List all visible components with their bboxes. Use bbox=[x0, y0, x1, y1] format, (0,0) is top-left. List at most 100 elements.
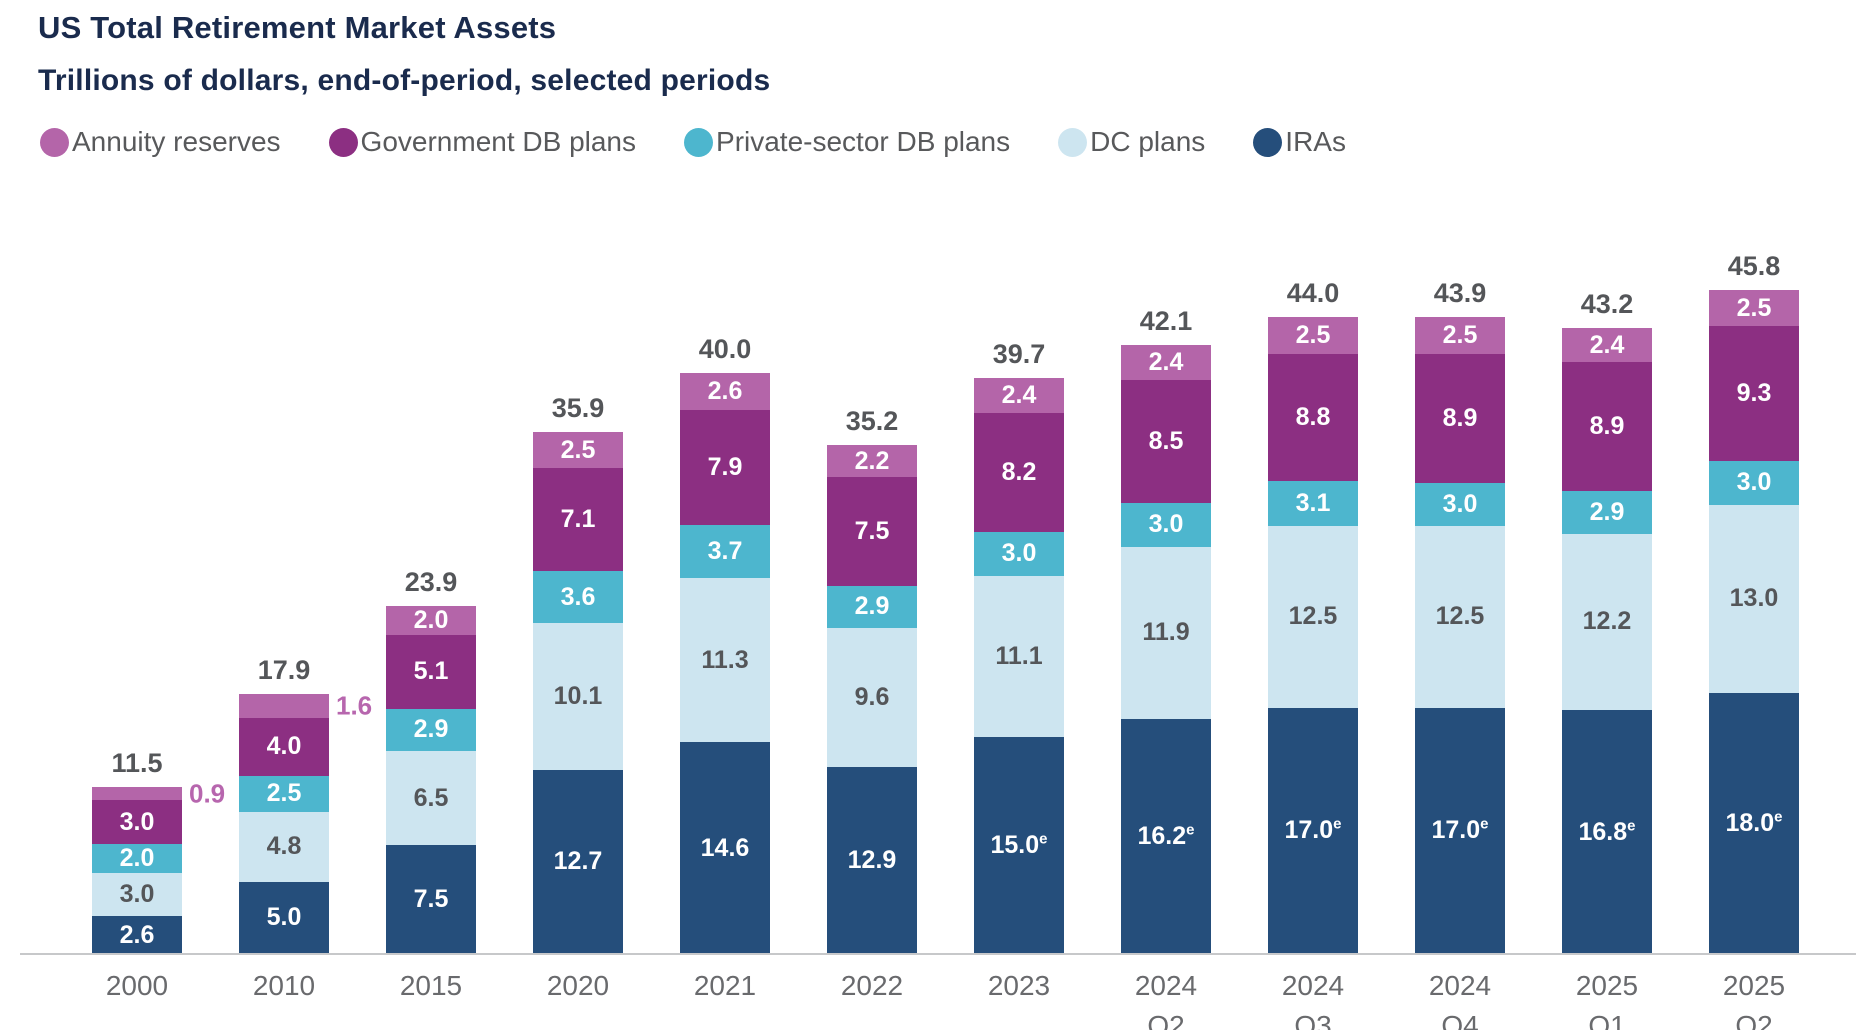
x-axis-label: 2015 bbox=[386, 966, 476, 1030]
x-axis-label-year: 2022 bbox=[840, 970, 904, 1001]
segment-value-label: 2.0 bbox=[119, 843, 155, 872]
x-axis-label: 2022 bbox=[827, 966, 917, 1030]
segment-value-label: 2.4 bbox=[1001, 381, 1037, 410]
segment-value-label: 14.6 bbox=[700, 833, 750, 862]
segment-value-label: 2.5 bbox=[266, 779, 302, 808]
segment-value-label: 16.2e bbox=[1137, 821, 1195, 851]
legend-item-private-sector-db-plans: Private-sector DB plans bbox=[684, 126, 1010, 158]
bar-segment-dc: 12.5 bbox=[1268, 526, 1358, 708]
bar-segment-private-db: 3.0 bbox=[974, 532, 1064, 576]
bar-column-2010: 17.9 1.6 4.0 2.5 4.8 5.0 bbox=[239, 655, 372, 954]
bar-segment-private-db: 3.0 bbox=[1709, 461, 1799, 505]
bar-segment-private-db: 3.1 bbox=[1268, 481, 1358, 527]
x-axis-label: 2020 bbox=[533, 966, 623, 1030]
x-axis-label-year: 2025 bbox=[1575, 970, 1639, 1001]
bar-total-label: 44.0 bbox=[1286, 278, 1340, 309]
bar-column-2021: 40.0 2.6 7.9 3.7 11.3 14.6 bbox=[680, 334, 770, 954]
segment-value-label-outside: 0.9 bbox=[189, 778, 226, 809]
bar-stack: 1.6 4.0 2.5 4.8 5.0 bbox=[239, 691, 372, 954]
segment-value-label: 12.5 bbox=[1288, 602, 1338, 631]
bar-segment-annuity: 1.6 bbox=[239, 691, 372, 721]
segment-value-label: 8.9 bbox=[1589, 412, 1625, 441]
bar-segment-private-db: 3.0 bbox=[1121, 503, 1211, 547]
bar-total-label: 23.9 bbox=[404, 567, 458, 598]
x-axis-label-quarter: Q3 bbox=[1294, 1010, 1332, 1030]
legend-dot-icon bbox=[1253, 127, 1283, 157]
segment-value-label: 3.0 bbox=[119, 880, 155, 909]
segment-value-label: 8.5 bbox=[1148, 426, 1184, 455]
segment-value-label: 2.5 bbox=[560, 435, 596, 464]
bar-column-2000: 11.5 0.9 3.0 2.0 3.0 2.6 bbox=[92, 748, 225, 954]
segment-value-label: 3.7 bbox=[707, 537, 743, 566]
segment-value-label: 3.0 bbox=[1442, 490, 1478, 518]
bar-stack: 2.4 8.2 3.0 11.1 15.0e bbox=[974, 378, 1064, 954]
bar-segment-dc: 12.5 bbox=[1415, 526, 1505, 708]
bar-column-2024-q2: 42.1 2.4 8.5 3.0 11.9 16.2e bbox=[1121, 306, 1211, 954]
bar-segment-iras: 16.8e bbox=[1562, 710, 1652, 954]
legend-dot-icon bbox=[684, 127, 714, 157]
bar-segment-private-db: 3.7 bbox=[680, 524, 770, 579]
x-axis-label: 2024 Q4 bbox=[1415, 966, 1505, 1030]
x-axis-label: 2021 bbox=[680, 966, 770, 1030]
x-axis-label-year: 2024 bbox=[1281, 970, 1345, 1001]
segment-value-label: 7.5 bbox=[413, 885, 449, 914]
segment-value-label: 10.1 bbox=[553, 682, 603, 711]
bar-segment-annuity: 2.5 bbox=[1415, 317, 1505, 354]
bar-segment-private-db: 2.9 bbox=[1562, 491, 1652, 534]
bar-stack: 0.9 3.0 2.0 3.0 2.6 bbox=[92, 778, 225, 954]
x-axis-label-year: 2021 bbox=[693, 970, 757, 1001]
segment-value-label: 3.0 bbox=[1001, 539, 1037, 568]
segment-value-label: 2.5 bbox=[1295, 321, 1331, 350]
legend-item-label: Annuity reserves bbox=[72, 126, 281, 157]
legend-dot-icon bbox=[1058, 127, 1088, 157]
bar-segment-private-db: 2.5 bbox=[239, 775, 329, 812]
segment-value-label: 8.2 bbox=[1001, 458, 1037, 487]
x-axis-label: 2010 bbox=[239, 966, 329, 1030]
bar-segment-gov-db: 8.9 bbox=[1562, 362, 1652, 492]
segment-value-label: 2.2 bbox=[854, 446, 890, 475]
bar-segment-gov-db: 9.3 bbox=[1709, 326, 1799, 461]
legend-item-iras: IRAs bbox=[1253, 126, 1346, 158]
bar-segment-dc: 11.1 bbox=[974, 575, 1064, 737]
segment-value-label: 2.9 bbox=[413, 715, 449, 744]
bar-stack: 2.5 9.3 3.0 13.0 18.0e bbox=[1709, 289, 1799, 954]
x-axis-label-year: 2020 bbox=[546, 970, 610, 1001]
segment-value-label: 13.0 bbox=[1729, 584, 1779, 613]
legend-item-government-db-plans: Government DB plans bbox=[328, 126, 636, 158]
segment-value-label: 2.5 bbox=[1736, 293, 1772, 322]
bar-stack: 2.5 7.1 3.6 10.1 12.7 bbox=[533, 432, 623, 954]
segment-value-label: 3.0 bbox=[1736, 468, 1772, 497]
x-axis-label-year: 2010 bbox=[252, 970, 316, 1001]
bar-segment-dc: 11.3 bbox=[680, 578, 770, 743]
bar-segment-iras: 7.5 bbox=[386, 845, 476, 954]
bar-segment-annuity: 2.4 bbox=[1562, 327, 1652, 363]
bar-segment-iras: 5.0 bbox=[239, 881, 329, 954]
segment-value-label: 2.6 bbox=[707, 376, 743, 405]
segment-value-label: 2.9 bbox=[854, 592, 890, 621]
segment-value-label: 6.5 bbox=[413, 783, 449, 812]
segment-value-label: 8.9 bbox=[1442, 403, 1478, 432]
segment-value-label: 17.0e bbox=[1431, 815, 1489, 845]
legend-item-dc-plans: DC plans bbox=[1058, 126, 1205, 158]
x-axis-label-quarter: Q1 bbox=[1588, 1010, 1626, 1030]
bar-stack: 2.5 8.9 3.0 12.5 17.0e bbox=[1415, 317, 1505, 954]
segment-value-label: 11.1 bbox=[995, 641, 1043, 670]
bar-segment-dc: 10.1 bbox=[533, 623, 623, 770]
legend-item-label: DC plans bbox=[1090, 126, 1206, 157]
bar-column-2025-q2: 45.8 2.5 9.3 3.0 13.0 18.0e bbox=[1709, 251, 1799, 954]
segment-value-label: 2.4 bbox=[1589, 330, 1625, 359]
bar-segment-gov-db: 8.9 bbox=[1415, 353, 1505, 483]
bar-segment-private-db: 2.9 bbox=[386, 708, 476, 751]
segment-value-label: 12.7 bbox=[553, 847, 603, 876]
bar-total-label: 39.7 bbox=[992, 339, 1046, 370]
bar-segment-dc: 11.9 bbox=[1121, 546, 1211, 720]
bar-segment-dc: 9.6 bbox=[827, 627, 917, 767]
segment-value-label: 5.1 bbox=[413, 657, 449, 686]
segment-value-label: 2.9 bbox=[1589, 497, 1625, 526]
chart-header: US Total Retirement Market Assets Trilli… bbox=[38, 10, 770, 98]
bar-segment-gov-db: 8.2 bbox=[974, 413, 1064, 533]
x-axis-label-quarter: Q2 bbox=[1147, 1010, 1185, 1030]
bar-segment-dc: 3.0 bbox=[92, 872, 182, 917]
x-axis-label: 2023 bbox=[974, 966, 1064, 1030]
